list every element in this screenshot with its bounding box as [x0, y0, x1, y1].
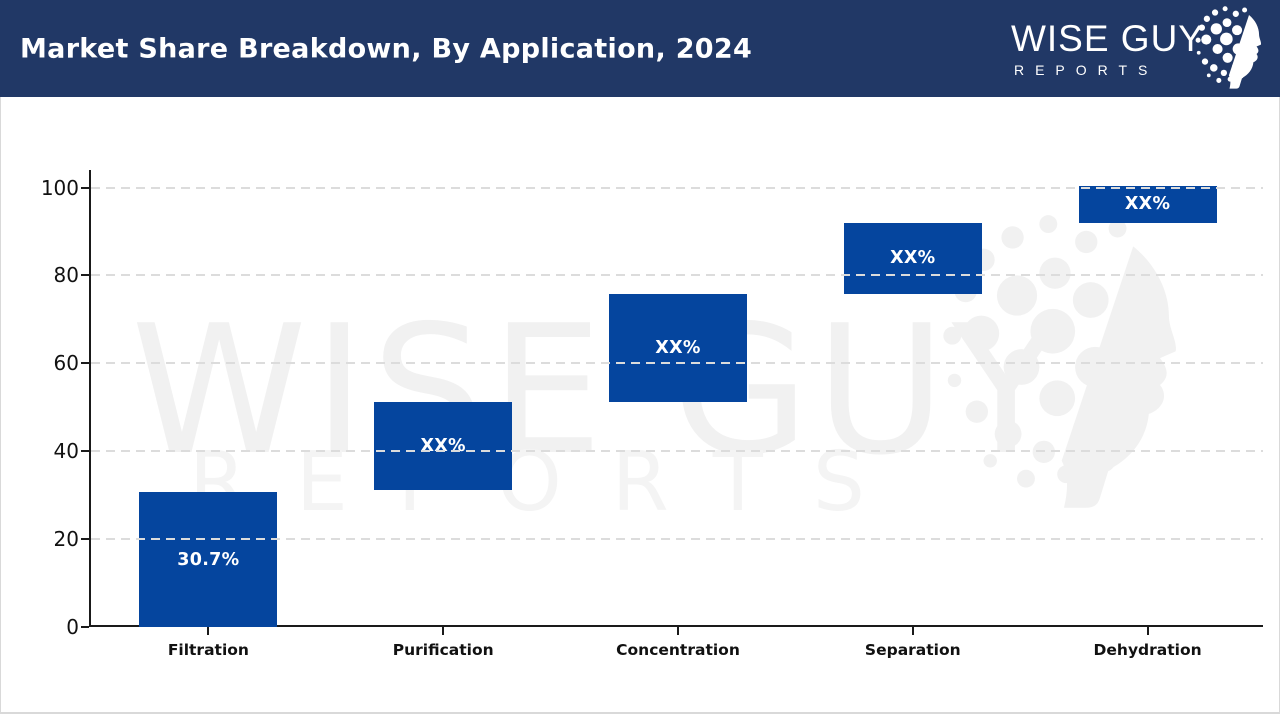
wiseguy-logo: WISE GUY REPORTS	[1011, 5, 1266, 93]
bar-concentration: XX%	[609, 293, 747, 402]
gridline	[91, 538, 1263, 541]
x-axis-category-label: Filtration	[167, 641, 249, 659]
y-axis-tick-label: 40	[53, 439, 79, 464]
x-axis-category-label: Dehydration	[1093, 641, 1202, 659]
y-axis-tick	[81, 450, 89, 453]
x-axis-tick	[442, 627, 445, 635]
gridline	[91, 450, 1263, 453]
logo-text: WISE GUY REPORTS	[1011, 20, 1204, 78]
x-axis-category-label: Purification	[392, 641, 494, 659]
x-axis-tick	[677, 627, 679, 635]
y-axis-tick	[81, 626, 89, 628]
bar-value-label: XX%	[655, 337, 701, 358]
logo-wordmark: WISE GUY	[1010, 17, 1204, 59]
logo-subtitle: REPORTS	[1013, 61, 1159, 78]
y-axis-tick-label: 80	[53, 263, 79, 288]
x-axis-tick	[911, 627, 914, 635]
y-axis-tick-label: 0	[66, 615, 79, 639]
gridline	[91, 362, 1263, 365]
chart-card: WISE GUY REPORTS 0 20 40 60 80 100 30.7% Filtra…	[0, 97, 1280, 714]
bar-dehydration: XX%	[1078, 185, 1217, 223]
y-axis-tick	[81, 362, 89, 365]
gridline	[91, 186, 1263, 189]
x-axis-tick	[1146, 627, 1149, 635]
x-axis-category-label: Concentration	[616, 641, 740, 659]
bar-value-label: 30.7%	[177, 549, 240, 570]
x-axis-tick	[207, 627, 210, 635]
bar-value-label: XX%	[1124, 194, 1171, 215]
y-axis-tick	[81, 538, 89, 541]
bar-filtration: 30.7%	[139, 492, 278, 627]
page-title: Market Share Breakdown, By Application, …	[20, 33, 753, 64]
gridline	[91, 274, 1263, 277]
bar-value-label: XX%	[890, 248, 936, 269]
header: Market Share Breakdown, By Application, …	[0, 0, 1280, 97]
bar-purification: XX%	[374, 402, 513, 491]
plot-area: 0 20 40 60 80 100 30.7% Filtration XX% Purificati…	[41, 170, 1263, 659]
y-axis-tick-label: 20	[53, 527, 79, 552]
y-axis-tick	[81, 274, 89, 277]
y-axis-tick-label: 60	[53, 351, 79, 376]
wiseguy-face-icon	[1195, 5, 1262, 89]
bar-value-label: XX%	[420, 436, 466, 457]
y-axis-tick	[81, 186, 89, 189]
x-axis-category-label: Separation	[864, 641, 961, 659]
bar-separation: XX%	[843, 222, 982, 294]
y-axis-tick-label: 100	[40, 175, 79, 200]
